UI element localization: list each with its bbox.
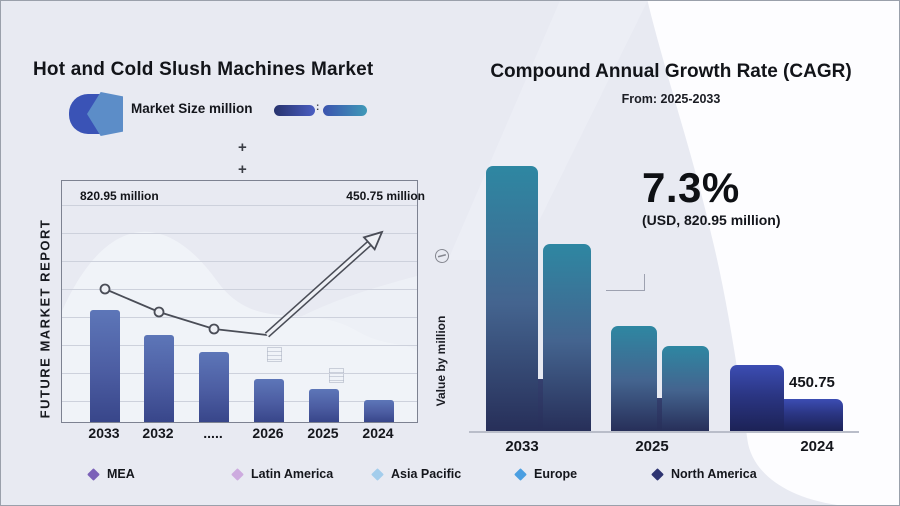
- gridline: [62, 373, 417, 374]
- end-value-annotation: 450.75 million: [346, 189, 425, 203]
- watermark-text: FUTURE MARKET REPORT: [37, 218, 53, 419]
- legend-label: North America: [671, 467, 757, 481]
- legend-item-latin-america: Latin America: [231, 467, 334, 481]
- start-value-annotation: 820.95 million: [80, 189, 159, 203]
- ratio-pill-left: [274, 105, 315, 116]
- cagr-x-tick-label: 2025: [635, 438, 669, 455]
- x-tick-label: 2032: [142, 425, 174, 441]
- corner-bracket-deco: [606, 274, 645, 291]
- cagr-bar-2033: [486, 166, 538, 431]
- trend-line-overlay: [99, 230, 384, 338]
- x-tick-label: 2026: [252, 425, 284, 441]
- cagr-bar-2033: [543, 244, 591, 431]
- legend-item-mea: MEA: [87, 467, 135, 481]
- market-size-x-axis: 2033 2032..... 2026 2025 2024: [61, 425, 416, 445]
- cagr-header: Compound Annual Growth Rate (CAGR) From:…: [456, 61, 886, 106]
- x-tick-label: 2024: [362, 425, 394, 441]
- gridline: [62, 317, 417, 318]
- gridline: [62, 401, 417, 402]
- table-deco-icon: [267, 347, 282, 362]
- legend-item-asia-pacific: Asia Pacific: [371, 467, 462, 481]
- table-deco-icon: [329, 368, 344, 383]
- bar-2024: [364, 400, 394, 422]
- cagr-bar-2024: [784, 399, 843, 431]
- cagr-bar-2025: [662, 346, 709, 431]
- cagr-bar-2024: [730, 365, 784, 431]
- bar-2033: [90, 310, 120, 422]
- value-axis-label: Value by million: [434, 315, 448, 407]
- cagr-x-tick-label: 2024: [800, 438, 834, 455]
- diamond-marker-icon: [371, 467, 384, 481]
- page-title: Hot and Cold Slush Machines Market: [33, 59, 374, 80]
- value-2024-label: 450.75: [789, 374, 835, 391]
- ratio-separator: :: [316, 102, 320, 113]
- gridline: [62, 345, 417, 346]
- legend-label: Europe: [534, 467, 578, 481]
- legend-label: MEA: [107, 467, 135, 481]
- x-tick-label: 2025: [307, 425, 339, 441]
- x-axis-line: [469, 431, 859, 433]
- legend-label: Asia Pacific: [391, 467, 462, 481]
- gridline: [62, 233, 417, 234]
- diamond-marker-icon: [651, 467, 664, 481]
- gridline: [62, 205, 417, 206]
- bar-.....: [199, 352, 229, 422]
- gridline: [62, 289, 417, 290]
- legend-item-north-america: North America: [651, 467, 757, 481]
- bar-2032: [144, 335, 174, 422]
- cagr-x-tick-label: 2033: [505, 438, 539, 455]
- cagr-title: Compound Annual Growth Rate (CAGR): [490, 61, 852, 82]
- diamond-marker-icon: [514, 467, 527, 481]
- x-tick-label: .....: [203, 425, 223, 441]
- market-size-label: Market Size million: [131, 101, 253, 116]
- cagr-chart: 450.75 2033 2025 2024: [456, 141, 886, 461]
- market-size-chart: 820.95 million 450.75 million: [61, 180, 425, 423]
- legend-item-europe: Europe: [514, 467, 578, 481]
- bar-2026: [254, 379, 284, 422]
- bar-2025: [309, 389, 339, 422]
- x-tick-label: 2033: [88, 425, 120, 441]
- legend-label: Latin America: [251, 467, 334, 481]
- bar-connector: [538, 379, 543, 431]
- cagr-note: (USD, 820.95 million): [642, 212, 781, 228]
- diamond-marker-icon: [231, 467, 244, 481]
- plus-mark-icon: +: [238, 139, 247, 156]
- cagr-bar-2025: [611, 326, 657, 431]
- bar-connector: [657, 398, 662, 431]
- gridline: [62, 261, 417, 262]
- cagr-value: 7.3%: [642, 164, 740, 211]
- ratio-pill-right: [323, 105, 367, 116]
- diamond-marker-icon: [87, 467, 100, 481]
- plus-mark-icon: +: [238, 161, 247, 178]
- cagr-subtitle: From: 2025-2033: [621, 92, 721, 106]
